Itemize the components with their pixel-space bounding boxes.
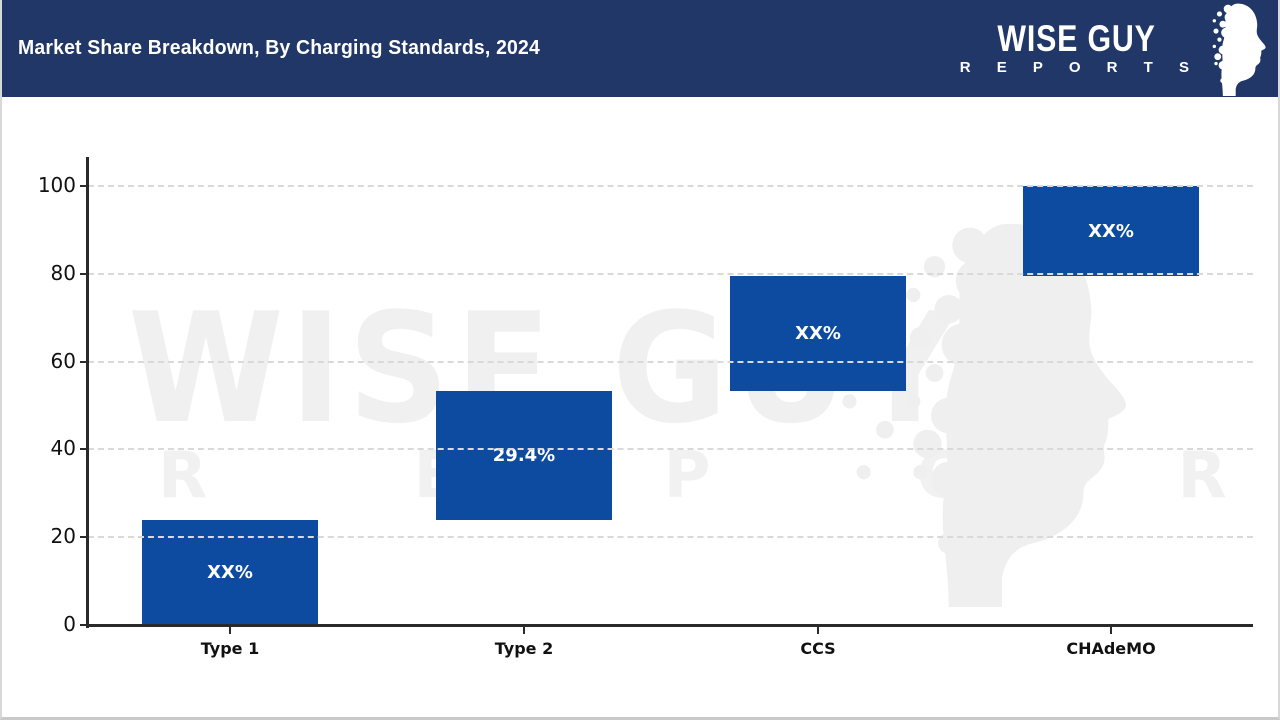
header: Market Share Breakdown, By Charging Stan…	[0, 0, 1280, 97]
x-axis-line	[86, 624, 1253, 627]
y-tick-label-20: 20	[50, 524, 76, 549]
bar-ccs: XX%	[730, 276, 906, 391]
bar-value-label: XX%	[207, 561, 253, 583]
x-category-label: CHAdeMO	[1066, 639, 1156, 658]
wiseguy-logo: WISE GUY R E P O R T S	[954, 2, 1272, 96]
x-category-label: Type 1	[200, 639, 260, 658]
y-tickmark-60	[80, 360, 88, 363]
bar-value-label: XX%	[795, 322, 841, 344]
bar-type-2: 29.4%	[436, 390, 612, 520]
page-title: Market Share Breakdown, By Charging Stan…	[18, 37, 541, 59]
gridline-80	[88, 272, 1253, 275]
bar-value-label: XX%	[1088, 220, 1134, 242]
y-tickmark-40	[80, 448, 88, 451]
logo-subtitle: R E P O R T S	[959, 59, 1200, 76]
y-tick-label-0: 0	[63, 612, 76, 636]
y-tick-label-60: 60	[50, 348, 76, 373]
gridline-60	[88, 360, 1253, 363]
wiseguy-head-icon	[1212, 3, 1266, 96]
y-tick-label-40: 40	[50, 436, 76, 461]
logo-wordmark: WISE GUY	[997, 18, 1157, 59]
logo-text: WISE GUY R E P O R T S	[954, 18, 1200, 76]
gridline-100	[88, 185, 1253, 187]
y-tickmark-20	[80, 536, 88, 539]
x-tickmark-4	[1110, 627, 1112, 634]
wiseguy-head-watermark-icon	[842, 224, 1126, 607]
y-tickmark-80	[80, 272, 88, 275]
x-tickmark-1	[229, 627, 231, 634]
x-tickmark-2	[523, 627, 525, 634]
y-tick-label-100: 100	[37, 173, 76, 197]
y-tick-label-80: 80	[50, 260, 76, 285]
y-axis-line	[86, 157, 89, 628]
chart-area: WISE GUY R E P O R T S 020406080100XX%Ty…	[0, 97, 1280, 720]
y-tickmark-0	[80, 624, 88, 626]
y-tickmark-100	[80, 185, 88, 187]
gridline-20	[88, 536, 1253, 539]
x-category-label: CCS	[800, 639, 836, 658]
gridline-40	[88, 448, 1253, 451]
x-tickmark-3	[817, 627, 819, 634]
bar-chademo: XX%	[1023, 186, 1199, 277]
x-category-label: Type 2	[494, 639, 554, 658]
